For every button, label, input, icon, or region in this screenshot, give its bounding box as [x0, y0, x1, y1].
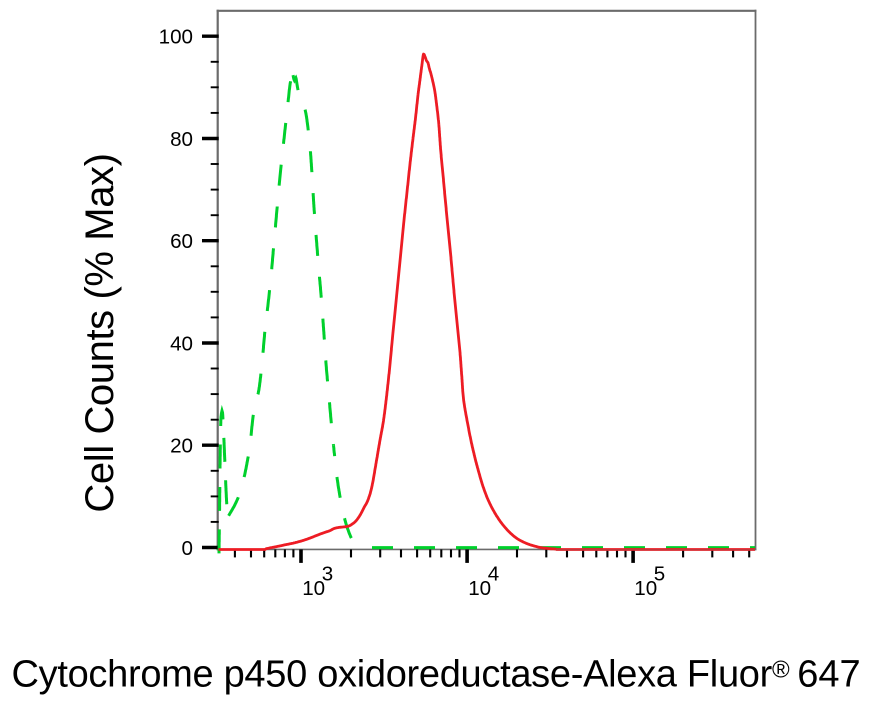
svg-text:60: 60: [170, 230, 193, 253]
svg-text:40: 40: [170, 332, 193, 355]
svg-text:10: 10: [468, 577, 491, 600]
svg-text:80: 80: [170, 128, 193, 151]
svg-text:10: 10: [634, 577, 657, 600]
svg-text:20: 20: [170, 435, 193, 458]
svg-text:4: 4: [488, 563, 499, 586]
svg-text:0: 0: [182, 537, 193, 560]
svg-text:Cell Counts (% Max): Cell Counts (% Max): [78, 153, 122, 512]
svg-text:3: 3: [322, 563, 333, 586]
svg-text:10: 10: [302, 577, 325, 600]
svg-text:100: 100: [159, 26, 193, 49]
svg-text:5: 5: [654, 563, 665, 586]
svg-text:Cytochrome p450 oxidoreductase: Cytochrome p450 oxidoreductase-Alexa Flu…: [12, 653, 861, 695]
